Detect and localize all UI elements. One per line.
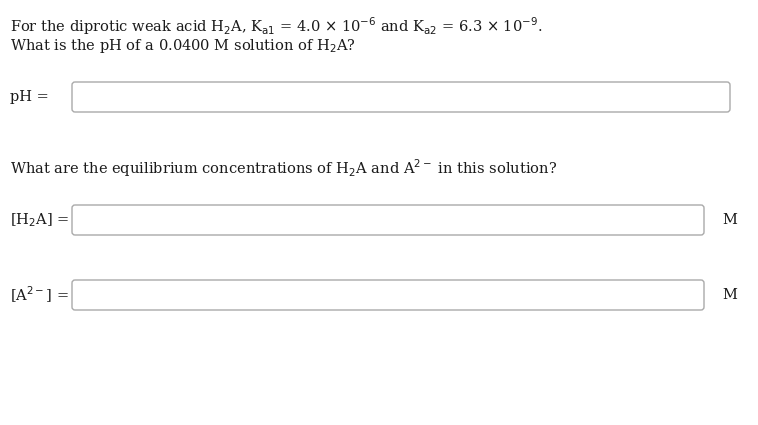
FancyBboxPatch shape [72,205,704,235]
Text: M: M [722,213,737,227]
Text: M: M [722,288,737,302]
Text: pH =: pH = [10,90,53,104]
Text: [A$^{2-}$] =: [A$^{2-}$] = [10,285,70,305]
Text: For the diprotic weak acid H$_2$A, K$_{\mathrm{a}1}$ = 4.0 $\times$ 10$^{-6}$ an: For the diprotic weak acid H$_2$A, K$_{\… [10,15,543,37]
FancyBboxPatch shape [72,280,704,310]
FancyBboxPatch shape [72,82,730,112]
Text: What are the equilibrium concentrations of H$_2$A and A$^{2-}$ in this solution?: What are the equilibrium concentrations … [10,157,557,178]
Text: What is the pH of a 0.0400 M solution of H$_2$A?: What is the pH of a 0.0400 M solution of… [10,37,356,55]
Text: [H$_2$A] =: [H$_2$A] = [10,211,70,229]
